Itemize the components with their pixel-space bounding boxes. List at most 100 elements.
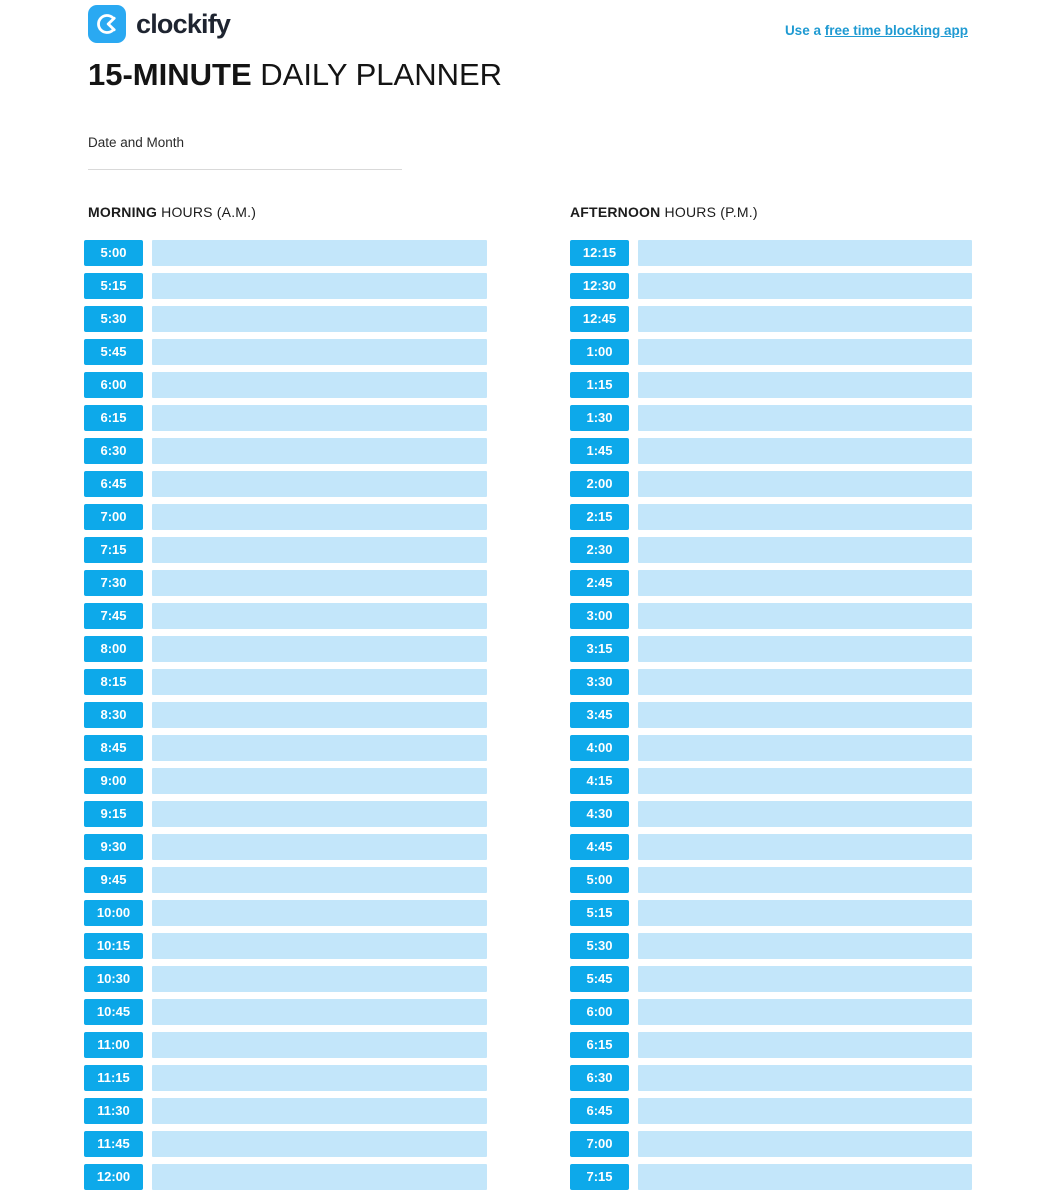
time-badge: 6:45: [84, 471, 143, 497]
date-fill-line: [88, 169, 402, 170]
time-slot-bar: [152, 1032, 487, 1058]
time-badge: 11:15: [84, 1065, 143, 1091]
time-slot-bar: [638, 537, 972, 563]
time-slot-bar: [638, 636, 972, 662]
time-badge: 7:30: [84, 570, 143, 596]
time-slot-bar: [152, 669, 487, 695]
time-badge: 11:00: [84, 1032, 143, 1058]
time-slot-bar: [152, 1065, 487, 1091]
time-slot-row: 9:30: [84, 834, 487, 860]
time-slot-bar: [152, 900, 487, 926]
time-badge: 6:30: [84, 438, 143, 464]
time-slot-row: 5:15: [84, 273, 487, 299]
time-badge: 2:45: [570, 570, 629, 596]
time-slot-bar: [152, 735, 487, 761]
clockify-logo-icon: [88, 5, 126, 43]
time-slot-bar: [638, 471, 972, 497]
time-slot-row: 5:00: [84, 240, 487, 266]
time-slot-bar: [152, 636, 487, 662]
time-slot-bar: [638, 306, 972, 332]
time-slot-row: 7:15: [84, 537, 487, 563]
time-slot-bar: [152, 504, 487, 530]
time-slot-row: 7:15: [570, 1164, 972, 1190]
time-slot-row: 9:00: [84, 768, 487, 794]
time-badge: 4:30: [570, 801, 629, 827]
time-badge: 3:00: [570, 603, 629, 629]
time-badge: 4:45: [570, 834, 629, 860]
time-slot-bar: [638, 900, 972, 926]
page-title-rest: DAILY PLANNER: [251, 57, 503, 92]
time-slot-row: 11:00: [84, 1032, 487, 1058]
time-badge: 12:45: [570, 306, 629, 332]
time-slot-bar: [152, 570, 487, 596]
time-badge: 5:00: [570, 867, 629, 893]
time-slot-row: 2:45: [570, 570, 972, 596]
time-badge: 10:30: [84, 966, 143, 992]
afternoon-rows: 12:15 12:30 12:45 1:00 1:15 1:30 1:45 2:…: [570, 240, 972, 1190]
time-slot-row: 10:15: [84, 933, 487, 959]
time-badge: 7:00: [84, 504, 143, 530]
time-slot-bar: [638, 801, 972, 827]
time-badge: 7:00: [570, 1131, 629, 1157]
link-text-plain: Use a: [784, 23, 825, 38]
time-slot-bar: [152, 537, 487, 563]
time-slot-bar: [152, 702, 487, 728]
time-slot-row: 1:15: [570, 372, 972, 398]
time-slot-bar: [638, 735, 972, 761]
time-slot-bar: [152, 1098, 487, 1124]
time-slot-row: 3:00: [570, 603, 972, 629]
time-slot-bar: [152, 933, 487, 959]
time-badge: 5:30: [570, 933, 629, 959]
time-slot-row: 1:45: [570, 438, 972, 464]
time-badge: 9:45: [84, 867, 143, 893]
link-text-underlined: free time blocking app: [824, 23, 968, 38]
time-slot-bar: [638, 1032, 972, 1058]
time-badge: 12:00: [84, 1164, 143, 1190]
time-slot-bar: [638, 405, 972, 431]
time-blocking-app-link[interactable]: Use a free time blocking app: [785, 23, 968, 38]
time-slot-row: 10:45: [84, 999, 487, 1025]
time-badge: 7:15: [570, 1164, 629, 1190]
time-badge: 4:15: [570, 768, 629, 794]
time-slot-row: 4:00: [570, 735, 972, 761]
time-slot-bar: [152, 1131, 487, 1157]
time-slot-row: 6:15: [84, 405, 487, 431]
time-slot-bar: [152, 471, 487, 497]
morning-heading: MORNING HOURS (A.M.): [88, 204, 256, 220]
time-badge: 5:15: [84, 273, 143, 299]
time-slot-row: 10:00: [84, 900, 487, 926]
time-slot-row: 3:45: [570, 702, 972, 728]
time-badge: 2:15: [570, 504, 629, 530]
time-badge: 5:45: [84, 339, 143, 365]
time-slot-bar: [152, 306, 487, 332]
time-badge: 10:45: [84, 999, 143, 1025]
time-badge: 9:00: [84, 768, 143, 794]
time-slot-row: 8:45: [84, 735, 487, 761]
time-badge: 12:15: [570, 240, 629, 266]
time-slot-bar: [152, 999, 487, 1025]
time-slot-row: 7:00: [84, 504, 487, 530]
time-slot-row: 6:45: [84, 471, 487, 497]
time-slot-bar: [152, 372, 487, 398]
time-slot-row: 2:15: [570, 504, 972, 530]
time-badge: 10:15: [84, 933, 143, 959]
time-slot-row: 4:15: [570, 768, 972, 794]
afternoon-heading: AFTERNOON HOURS (P.M.): [570, 204, 758, 220]
time-badge: 6:00: [84, 372, 143, 398]
time-slot-row: 5:45: [84, 339, 487, 365]
time-slot-row: 6:00: [570, 999, 972, 1025]
time-badge: 5:15: [570, 900, 629, 926]
time-slot-row: 3:15: [570, 636, 972, 662]
page-title: 15-MINUTE DAILY PLANNER: [88, 57, 502, 93]
time-slot-bar: [638, 240, 972, 266]
time-slot-row: 6:00: [84, 372, 487, 398]
time-slot-row: 8:30: [84, 702, 487, 728]
time-slot-row: 7:45: [84, 603, 487, 629]
time-slot-bar: [152, 438, 487, 464]
time-slot-bar: [152, 273, 487, 299]
afternoon-heading-bold: AFTERNOON: [570, 204, 661, 220]
time-badge: 7:45: [84, 603, 143, 629]
time-slot-row: 1:30: [570, 405, 972, 431]
time-slot-bar: [638, 1164, 972, 1190]
time-badge: 2:00: [570, 471, 629, 497]
